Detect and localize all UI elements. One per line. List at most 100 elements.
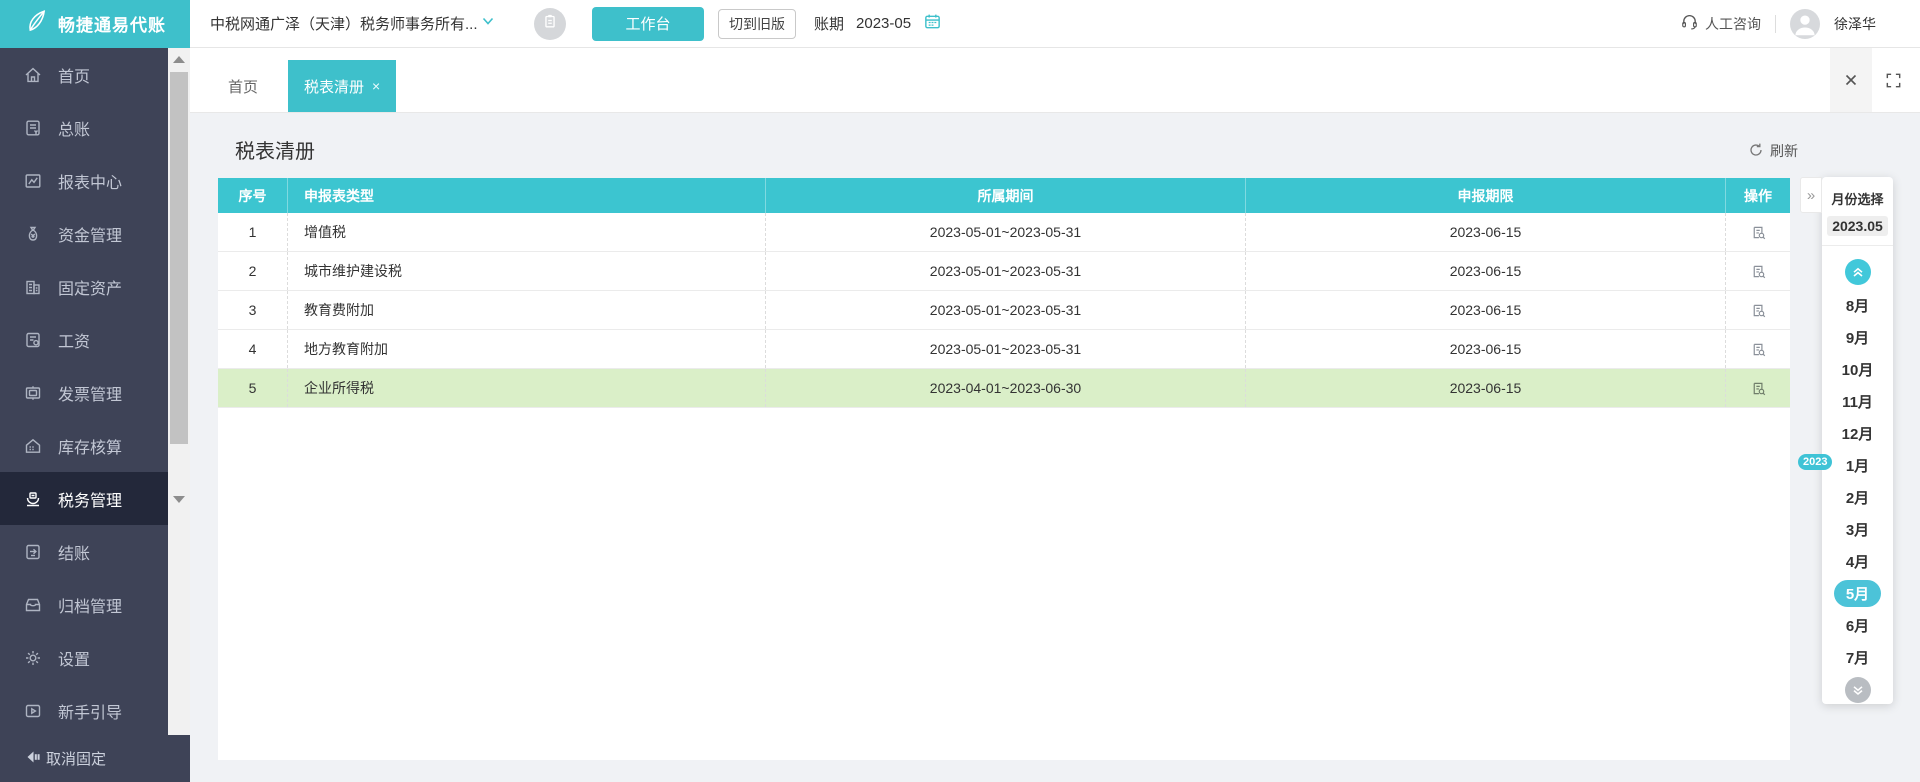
month-option-may-selected[interactable]: 5月 — [1822, 577, 1893, 609]
month-label[interactable]: 7月 — [1845, 649, 1870, 667]
month-option-nov[interactable]: 11月 — [1822, 385, 1893, 417]
sidebar-item-label[interactable]: 发票管理 — [58, 386, 123, 404]
period-value[interactable]: 2023-05 — [856, 15, 912, 32]
month-option-feb[interactable]: 2月 — [1822, 481, 1893, 513]
fullscreen-button[interactable] — [1872, 48, 1914, 112]
months-scroll-down-button[interactable] — [1844, 677, 1871, 703]
sidebar-item-reports[interactable]: 报表中心 — [0, 154, 168, 207]
month-option-jun[interactable]: 6月 — [1822, 609, 1893, 641]
month-option-sep[interactable]: 9月 — [1822, 321, 1893, 353]
month-option-jan[interactable]: 2023 1月 — [1798, 449, 1893, 481]
company-selector[interactable]: 中税网通广泽（天津）税务师事务所有... — [210, 13, 496, 34]
cell-period: 2023-05-01~2023-05-31 — [765, 213, 1245, 251]
month-label[interactable]: 3月 — [1845, 521, 1870, 539]
table-row[interactable]: 1 增值税 2023-05-01~2023-05-31 2023-06-15 — [218, 213, 1790, 252]
month-label[interactable]: 10月 — [1841, 361, 1874, 379]
sidebar-item-label[interactable]: 资金管理 — [58, 227, 123, 245]
report-icon — [22, 171, 44, 191]
month-label[interactable]: 6月 — [1845, 617, 1870, 635]
month-option-oct[interactable]: 10月 — [1822, 353, 1893, 385]
month-label[interactable]: 1月 — [1845, 457, 1870, 475]
sidebar-item-label[interactable]: 税务管理 — [58, 492, 123, 510]
company-name[interactable]: 中税网通广泽（天津）税务师事务所有... — [210, 16, 478, 33]
scrollbar-thumb[interactable] — [170, 72, 188, 444]
sidebar-item-archive[interactable]: 归档管理 — [0, 578, 168, 631]
table-row[interactable]: 4 地方教育附加 2023-05-01~2023-05-31 2023-06-1… — [218, 330, 1790, 369]
close-all-tabs-button[interactable] — [1830, 48, 1872, 112]
sidebar-item-funds[interactable]: 资金管理 — [0, 207, 168, 260]
tab-tax-register[interactable]: 税表清册 × — [288, 60, 397, 112]
user-avatar[interactable] — [1790, 8, 1820, 39]
view-report-button[interactable] — [1725, 252, 1790, 290]
sidebar-item-inventory[interactable]: 库存核算 — [0, 419, 168, 472]
month-label[interactable]: 4月 — [1845, 553, 1870, 571]
username[interactable]: 徐泽华 — [1834, 15, 1876, 32]
sidebar-item-label[interactable]: 设置 — [58, 651, 91, 669]
refresh-label[interactable]: 刷新 — [1770, 143, 1798, 159]
unpin-label[interactable]: 取消固定 — [46, 751, 107, 768]
sidebar-item-guide[interactable]: 新手引导 — [0, 684, 168, 737]
view-report-button[interactable] — [1725, 291, 1790, 329]
chevron-down-icon[interactable] — [480, 13, 496, 34]
tab-home[interactable]: 首页 — [228, 78, 259, 96]
column-header-deadline: 申报期限 — [1245, 178, 1725, 213]
months-scroll-up-button[interactable] — [1844, 259, 1871, 285]
table-row[interactable]: 3 教育费附加 2023-05-01~2023-05-31 2023-06-15 — [218, 291, 1790, 330]
view-report-button[interactable] — [1725, 369, 1790, 407]
sidebar-scrollbar[interactable] — [168, 48, 190, 735]
sidebar-item-label[interactable]: 固定资产 — [58, 280, 123, 298]
refresh-button[interactable]: 刷新 — [1748, 141, 1798, 161]
sidebar-item-label[interactable]: 首页 — [58, 68, 91, 86]
switch-old-version-button[interactable]: 切到旧版 — [718, 8, 796, 39]
month-option-dec[interactable]: 12月 — [1822, 417, 1893, 449]
sidebar-item-label[interactable]: 归档管理 — [58, 598, 123, 616]
view-report-button[interactable] — [1725, 213, 1790, 251]
cell-deadline: 2023-06-15 — [1245, 252, 1725, 290]
calendar-icon[interactable] — [923, 12, 942, 36]
sidebar-item-invoices[interactable]: 发票管理 — [0, 366, 168, 419]
sidebar-item-ledger[interactable]: 总账 — [0, 101, 168, 154]
table-row[interactable]: 2 城市维护建设税 2023-05-01~2023-05-31 2023-06-… — [218, 252, 1790, 291]
sidebar-item-settings[interactable]: 设置 — [0, 631, 168, 684]
month-panel-collapse-button[interactable]: » — [1800, 177, 1822, 213]
month-label[interactable]: 2月 — [1845, 489, 1870, 507]
clipboard-button[interactable] — [534, 7, 566, 40]
month-option-aug[interactable]: 8月 — [1822, 289, 1893, 321]
sidebar-item-label[interactable]: 新手引导 — [58, 704, 123, 722]
month-option-apr[interactable]: 4月 — [1822, 545, 1893, 577]
workbench-button[interactable]: 工作台 — [592, 6, 704, 41]
month-option-jul[interactable]: 7月 — [1822, 641, 1893, 673]
double-chevron-right-icon[interactable]: » — [1806, 186, 1816, 204]
month-label[interactable]: 8月 — [1845, 297, 1870, 315]
sidebar-item-tax[interactable]: 税务管理 — [0, 472, 168, 525]
sidebar-item-label[interactable]: 库存核算 — [58, 439, 123, 457]
sidebar-item-label[interactable]: 总账 — [58, 121, 91, 139]
sidebar-item-home[interactable]: 首页 — [0, 48, 168, 101]
scroll-up-arrow-icon[interactable] — [173, 56, 185, 63]
tab-label[interactable]: 税表清册 — [304, 78, 365, 96]
month-option-mar[interactable]: 3月 — [1822, 513, 1893, 545]
month-label[interactable]: 12月 — [1841, 425, 1874, 443]
panel-divider — [1822, 245, 1893, 246]
home-icon — [22, 65, 44, 85]
support-link[interactable]: 人工咨询 — [1680, 12, 1761, 36]
table-row-highlighted[interactable]: 5 企业所得税 2023-04-01~2023-06-30 2023-06-15 — [218, 369, 1790, 408]
sidebar-item-closing[interactable]: 结账 — [0, 525, 168, 578]
tab-close-icon[interactable]: × — [372, 78, 381, 94]
month-label-selected[interactable]: 5月 — [1833, 579, 1882, 607]
sidebar-item-label[interactable]: 报表中心 — [58, 174, 123, 192]
view-report-button[interactable] — [1725, 330, 1790, 368]
cell-period: 2023-05-01~2023-05-31 — [765, 330, 1245, 368]
scroll-down-arrow-icon[interactable] — [173, 496, 185, 503]
sidebar-item-payroll[interactable]: 工资 — [0, 313, 168, 366]
month-label[interactable]: 9月 — [1845, 329, 1870, 347]
sidebar-item-fixed-assets[interactable]: 固定资产 — [0, 260, 168, 313]
month-panel-title: 月份选择 — [1831, 192, 1884, 207]
sidebar-item-label[interactable]: 结账 — [58, 545, 91, 563]
cell-deadline: 2023-06-15 — [1245, 369, 1725, 407]
sidebar-item-label[interactable]: 工资 — [58, 333, 91, 351]
unpin-sidebar-button[interactable]: 取消固定 — [0, 735, 190, 782]
month-label[interactable]: 11月 — [1842, 393, 1873, 411]
header-right-group: 人工咨询 徐泽华 — [1680, 8, 1920, 39]
support-label[interactable]: 人工咨询 — [1705, 15, 1761, 32]
